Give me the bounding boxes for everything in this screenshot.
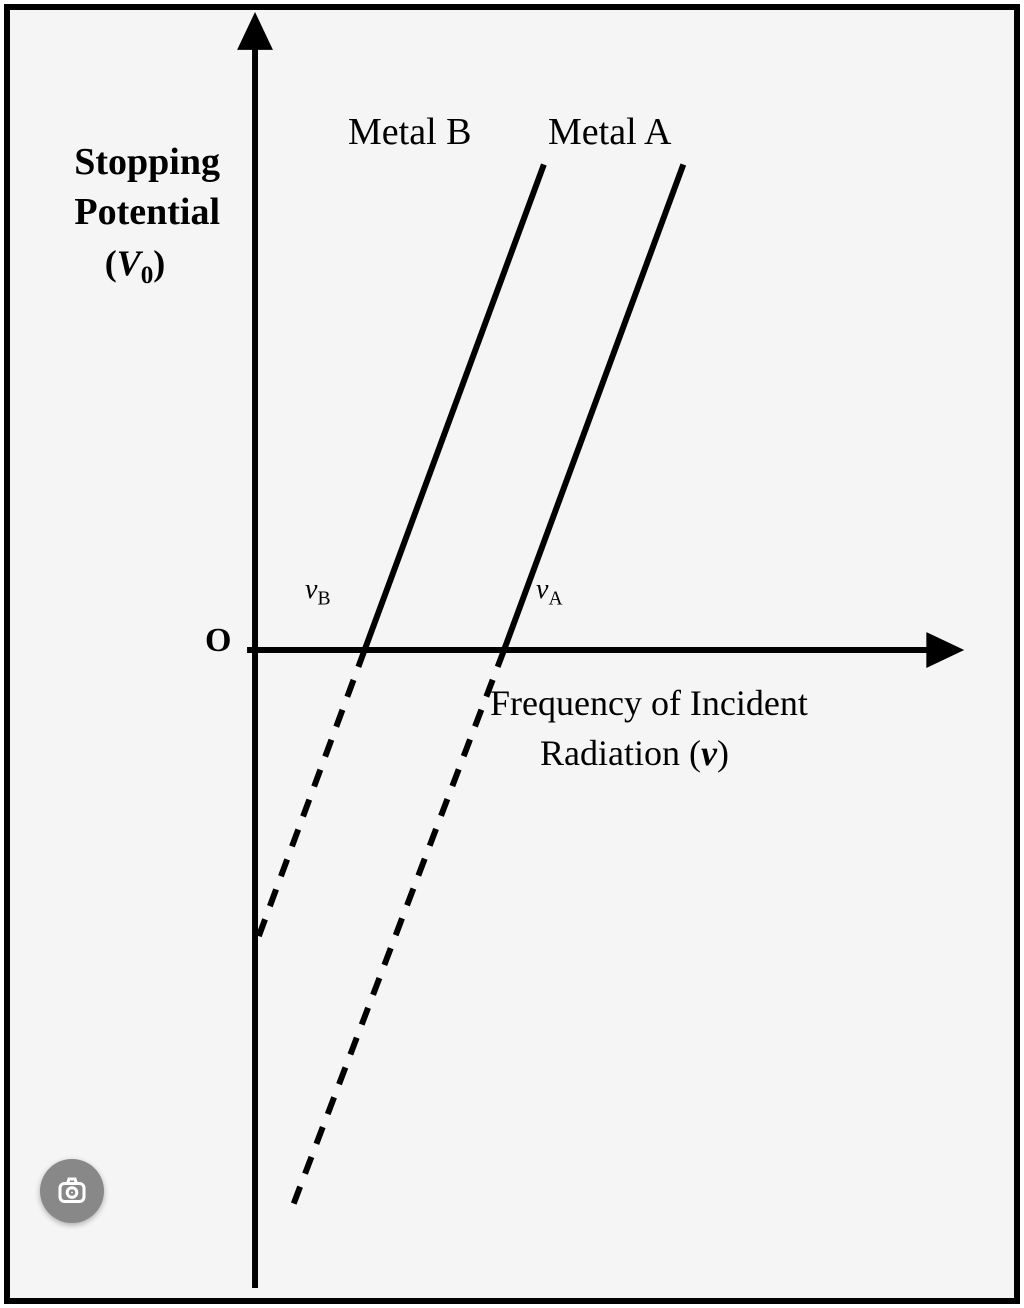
x-axis-arrow: [926, 632, 964, 668]
x-axis-label-line2-suffix: ): [717, 733, 729, 773]
metal-b-dashed-line: [254, 650, 365, 949]
y-axis-label-v0-prefix: (: [105, 243, 117, 283]
x-axis-label-line2-prefix: Radiation (: [540, 733, 701, 773]
vb-threshold-label: vB: [305, 574, 331, 611]
lens-search-button[interactable]: [40, 1159, 104, 1223]
metal-a-dashed-line: [289, 650, 504, 1216]
y-axis-label-v0: (V0): [50, 242, 220, 290]
chart-frame: Stopping Potential (V0) Metal B Metal A …: [4, 4, 1020, 1304]
y-axis-label-v0-sub: 0: [141, 262, 154, 289]
va-var: v: [536, 574, 548, 605]
origin-label: O: [205, 622, 231, 660]
y-axis-label-stopping: Stopping: [50, 140, 220, 184]
camera-lens-icon: [54, 1173, 90, 1209]
y-axis-label-v0-suffix: ): [153, 243, 165, 283]
y-axis-arrow: [237, 12, 273, 50]
chart-container: Stopping Potential (V0) Metal B Metal A …: [10, 10, 1014, 1298]
x-axis-label-line2-var: v: [701, 733, 717, 773]
x-axis-label-line1: Frequency of Incident: [490, 682, 808, 724]
x-axis-label-line2: Radiation (v): [540, 732, 729, 774]
va-sub: A: [548, 589, 562, 610]
y-axis-label-v0-var: V: [117, 243, 141, 283]
metal-a-solid-line: [504, 165, 683, 650]
vb-sub: B: [317, 589, 330, 610]
y-axis-label-potential: Potential: [50, 190, 220, 234]
vb-var: v: [305, 574, 317, 605]
metal-a-label: Metal A: [548, 110, 671, 154]
metal-b-solid-line: [365, 165, 544, 650]
va-threshold-label: vA: [536, 574, 563, 611]
metal-b-label: Metal B: [348, 110, 471, 154]
